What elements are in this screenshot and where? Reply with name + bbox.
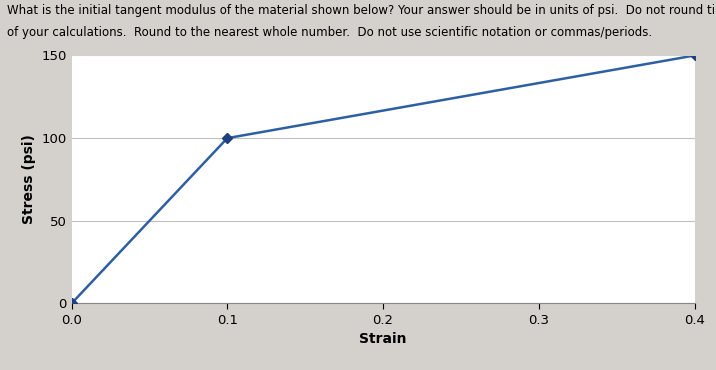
Text: of your calculations.  Round to the nearest whole number.  Do not use scientific: of your calculations. Round to the neare… bbox=[7, 26, 652, 39]
X-axis label: Strain: Strain bbox=[359, 332, 407, 346]
Y-axis label: Stress (psi): Stress (psi) bbox=[21, 135, 36, 224]
Text: What is the initial tangent modulus of the material shown below? Your answer sho: What is the initial tangent modulus of t… bbox=[7, 4, 716, 17]
